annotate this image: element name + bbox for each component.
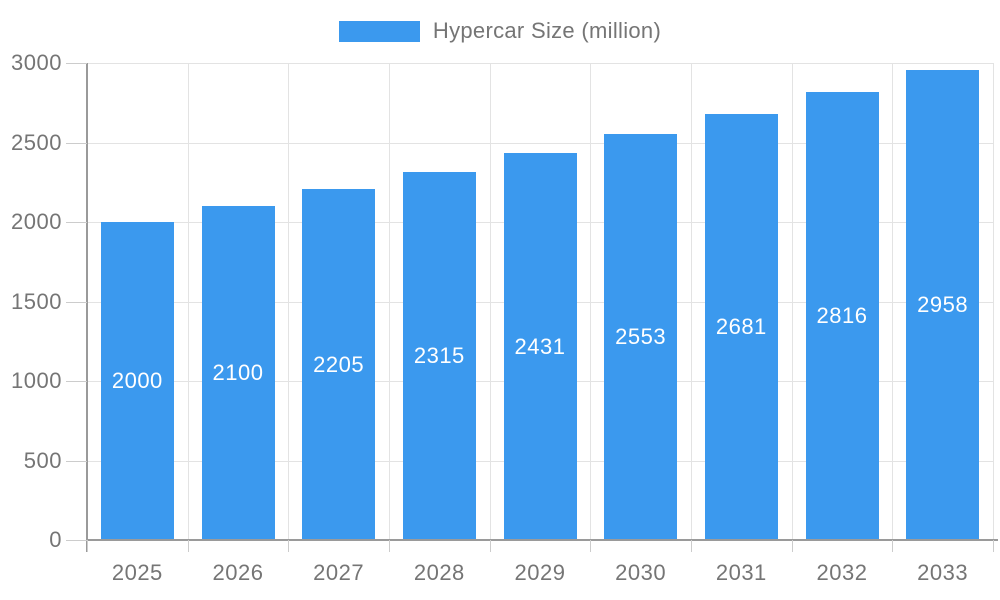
x-axis-tick (590, 540, 592, 552)
bar-2026: 2100 (201, 206, 275, 540)
bar-value-label: 2553 (615, 324, 667, 350)
gridline-vertical (489, 63, 491, 540)
bar-2029: 2431 (503, 153, 577, 540)
x-axis-tick-label: 2029 (514, 560, 566, 585)
x-axis-line (86, 539, 998, 541)
bar-value-label: 2100 (212, 360, 264, 386)
x-axis-tick (489, 540, 491, 552)
x-axis-tick-label: 2032 (816, 560, 868, 585)
plot-area: 2000 2100 2205 2315 2431 2553 2681 2816 2958 (87, 63, 994, 541)
y-axis-tick-label: 0 (49, 527, 62, 552)
bar-2028: 2315 (402, 171, 476, 540)
bar-2025: 2000 (100, 222, 174, 540)
y-axis-tick (66, 460, 87, 462)
legend-label: Hypercar Size (million) (432, 18, 662, 43)
y-axis-tick-label: 1000 (11, 368, 62, 393)
bar-value-label: 2431 (514, 333, 566, 359)
legend-swatch-icon (338, 20, 420, 42)
x-axis-tick-label: 2030 (615, 560, 667, 585)
gridline-vertical (892, 63, 894, 540)
chart-legend: Hypercar Size (million) (0, 18, 1000, 44)
bar-2027: 2205 (302, 189, 376, 540)
bar-2033: 2958 (906, 69, 980, 540)
y-axis-tick-label: 500 (23, 447, 62, 473)
bar-value-label: 2000 (111, 368, 163, 393)
legend-item-hypercar-size[interactable]: Hypercar Size (million) (338, 18, 662, 44)
x-axis-tick (87, 540, 88, 552)
x-axis-tick (993, 540, 994, 552)
x-axis-tick (892, 540, 894, 552)
y-axis-tick (66, 63, 87, 64)
gridline-vertical (590, 63, 592, 540)
bar-2030: 2553 (604, 134, 678, 540)
bar-value-label: 2315 (413, 342, 465, 368)
x-axis-tick-label: 2027 (313, 560, 365, 585)
y-axis-line (86, 63, 88, 552)
bar-2032: 2816 (805, 92, 879, 540)
y-axis-tick (66, 540, 87, 541)
x-axis-tick-label: 2028 (413, 560, 465, 585)
x-axis-tick (389, 540, 390, 552)
y-axis-tick (66, 381, 87, 382)
gridline-vertical (791, 63, 793, 540)
y-axis-tick (66, 142, 87, 144)
x-axis-tick (288, 540, 290, 552)
bar-value-label: 2681 (715, 313, 767, 339)
y-axis-tick (66, 301, 87, 303)
gridline-horizontal (87, 142, 993, 144)
gridline-vertical (187, 63, 189, 540)
bar-value-label: 2205 (313, 351, 365, 377)
x-axis-tick (791, 540, 793, 552)
bar-2031: 2681 (704, 113, 778, 540)
x-axis-tick-label: 2026 (212, 560, 264, 585)
gridline-vertical (691, 63, 692, 540)
gridline-vertical (389, 63, 390, 540)
y-axis-tick-label: 1500 (11, 288, 62, 314)
y-axis-tick-label: 2000 (11, 209, 62, 234)
y-axis-tick-label: 3000 (11, 50, 62, 75)
x-axis-tick-label: 2025 (111, 560, 163, 585)
gridline-vertical (288, 63, 290, 540)
x-axis-tick-label: 2031 (715, 560, 767, 585)
gridline-vertical (993, 63, 994, 540)
bar-value-label: 2958 (917, 291, 969, 317)
gridline-horizontal (87, 63, 993, 64)
y-axis-tick (66, 222, 87, 223)
y-axis-tick-label: 2500 (11, 129, 62, 155)
x-axis-tick (691, 540, 692, 552)
x-axis-tick-label: 2033 (917, 560, 969, 585)
bar-value-label: 2816 (816, 303, 868, 329)
x-axis-tick (187, 540, 189, 552)
